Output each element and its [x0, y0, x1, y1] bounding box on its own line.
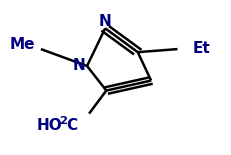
Text: 2: 2 [59, 116, 67, 126]
Text: HO: HO [36, 118, 62, 133]
Text: Et: Et [193, 41, 210, 56]
Text: C: C [66, 118, 77, 133]
Text: N: N [73, 58, 85, 73]
Text: N: N [99, 14, 112, 29]
Text: Me: Me [10, 37, 35, 52]
